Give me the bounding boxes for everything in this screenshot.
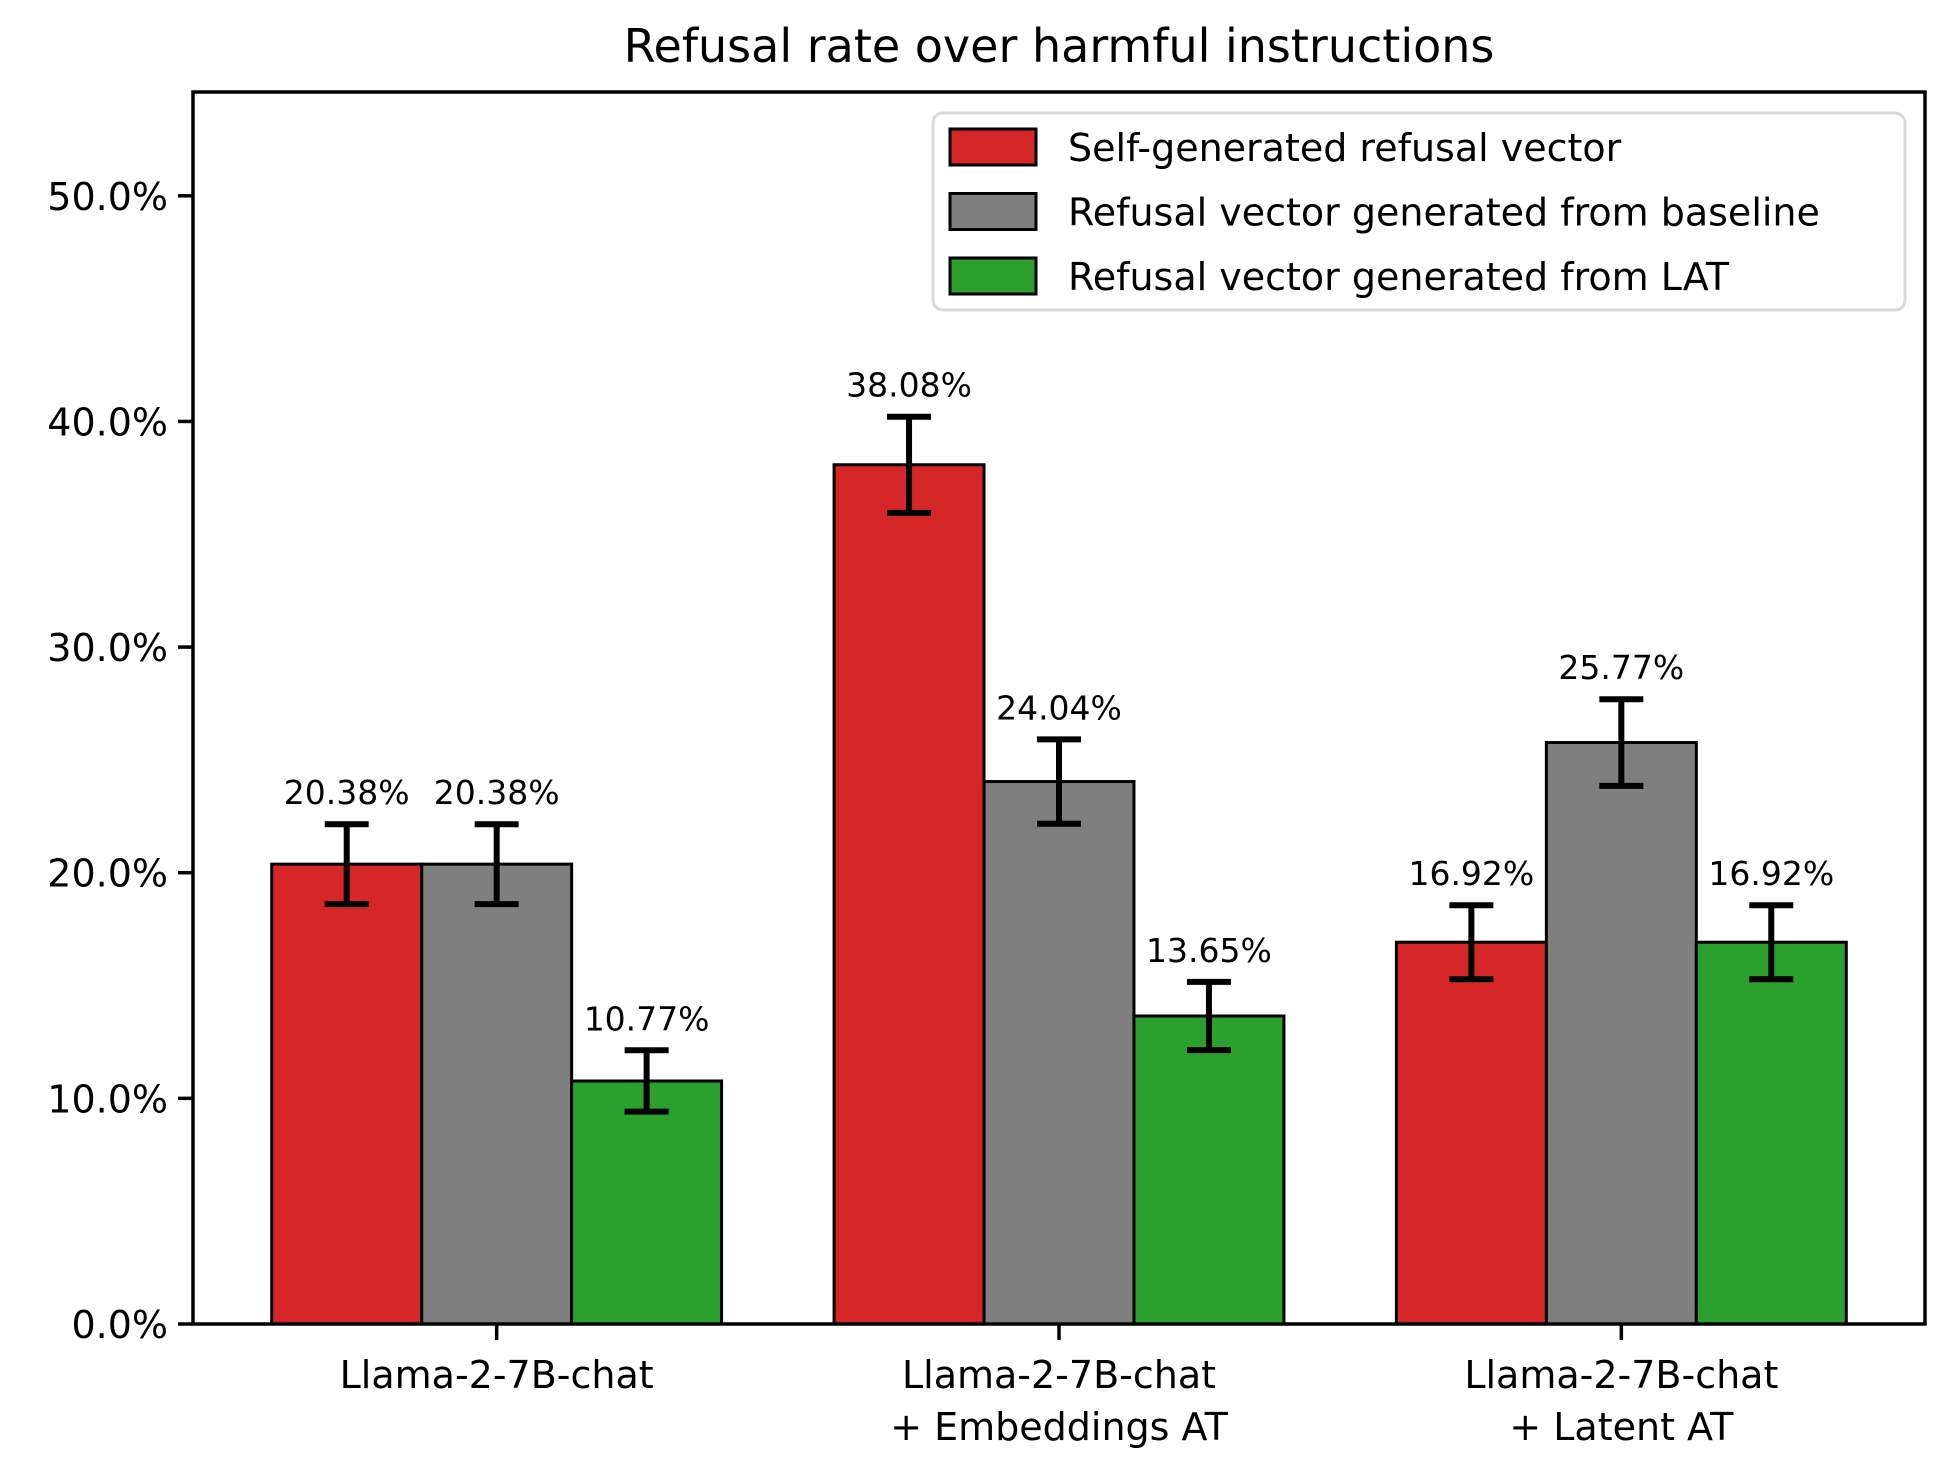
- plot-border: [191, 90, 1927, 1326]
- plot-area: 0.0% 10.0% 20.0% 30.0% 40.0% 50.0% Llama-2-7B-…: [47, 90, 1927, 1449]
- y-tick-label: 10.0%: [47, 1077, 168, 1121]
- x-tick-label: + Embeddings AT: [890, 1405, 1228, 1449]
- error-bar-2-2: [1037, 736, 1081, 827]
- bar-2-2: [982, 780, 1136, 1326]
- bar-3-3: [1694, 940, 1848, 1326]
- value-label: 16.92%: [1708, 854, 1834, 893]
- value-label: 24.04%: [996, 688, 1122, 727]
- legend-label: Refusal vector generated from baseline: [1068, 191, 1820, 235]
- bar-2-3: [1544, 741, 1698, 1326]
- error-bar-1-3: [1449, 902, 1494, 983]
- x-tick-label: Llama-2-7B-chat: [902, 1353, 1216, 1397]
- value-label: 13.65%: [1146, 931, 1272, 970]
- value-label: 20.38%: [284, 773, 410, 812]
- legend-swatch: [948, 127, 1038, 167]
- legend-box: [931, 111, 1907, 312]
- value-label: 16.92%: [1408, 854, 1534, 893]
- x-tick-label: Llama-2-7B-chat: [340, 1353, 654, 1397]
- bar-3-1: [570, 1079, 724, 1326]
- legend-item-2: Refusal vector generated from baseline: [948, 191, 1820, 235]
- x-tick-label: + Latent AT: [1509, 1405, 1734, 1449]
- error-bar-3-1: [624, 1047, 669, 1115]
- y-tick-label: 20.0%: [47, 852, 168, 896]
- value-label: 20.38%: [434, 773, 560, 812]
- y-tick-label: 30.0%: [47, 626, 168, 670]
- error-bar-1-2: [887, 413, 932, 516]
- x-tick-label: Llama-2-7B-chat: [1464, 1353, 1778, 1397]
- legend: Self-generated refusal vector Refusal vec…: [931, 111, 1907, 312]
- legend-item-3: Refusal vector generated from LAT: [948, 255, 1730, 299]
- legend-swatch: [948, 192, 1038, 231]
- bar-2-1: [420, 862, 574, 1326]
- error-bar-2-3: [1599, 696, 1644, 789]
- bar-3-2: [1132, 1014, 1286, 1326]
- bar-1-2: [832, 463, 986, 1326]
- y-tick-label: 40.0%: [47, 400, 168, 444]
- legend-swatch: [948, 256, 1038, 296]
- bar-1-1: [270, 862, 424, 1326]
- error-bar-3-3: [1749, 902, 1794, 983]
- y-tick-label: 50.0%: [47, 175, 168, 219]
- error-bar-3-2: [1186, 978, 1231, 1054]
- value-label: 38.08%: [846, 366, 972, 405]
- legend-label: Self-generated refusal vector: [1068, 126, 1622, 170]
- legend-item-1: Self-generated refusal vector: [948, 126, 1622, 170]
- y-tick-label: 0.0%: [71, 1303, 168, 1347]
- error-bar-2-1: [474, 821, 519, 908]
- value-label: 25.77%: [1558, 648, 1684, 687]
- value-label: 10.77%: [584, 999, 710, 1038]
- bar-1-3: [1394, 940, 1548, 1326]
- error-bar-1-1: [324, 821, 369, 908]
- legend-label: Refusal vector generated from LAT: [1068, 255, 1730, 299]
- chart-title: Refusal rate over harmful instructions: [624, 19, 1495, 73]
